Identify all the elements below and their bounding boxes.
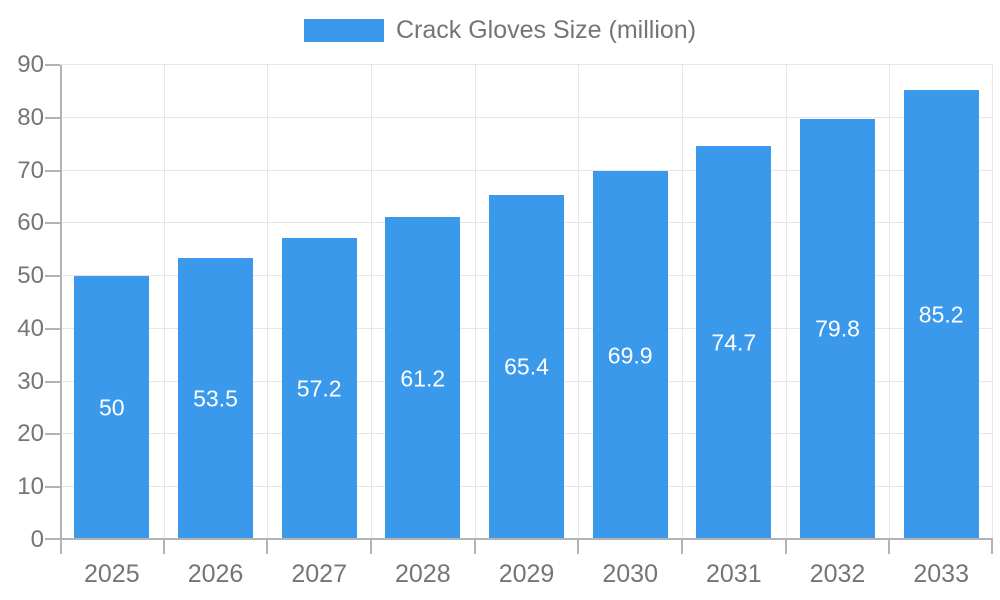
- y-axis-tick: [45, 327, 60, 330]
- gridline-vertical: [163, 65, 165, 540]
- bar: 50: [74, 276, 150, 540]
- gridline-vertical: [785, 65, 787, 540]
- y-axis-tick: [45, 64, 60, 66]
- y-axis-label: 0: [30, 526, 44, 553]
- y-axis-label: 90: [17, 51, 44, 78]
- bar: 57.2: [281, 238, 357, 540]
- plot-area: 0 10 20 30 40 50 60 70 80 90 50 2025 53.5 2026 57.2 202…: [17, 53, 993, 588]
- gridline-vertical: [682, 65, 683, 540]
- x-axis-tick: [162, 540, 165, 554]
- y-axis-line: [60, 65, 62, 540]
- x-axis-tick: [888, 540, 891, 554]
- y-axis-label: 40: [17, 314, 44, 342]
- legend-item[interactable]: Crack Gloves Size (million): [303, 16, 697, 44]
- gridline-horizontal: [60, 169, 993, 171]
- bar-value-label: 53.5: [193, 385, 238, 412]
- y-axis-label: 20: [17, 420, 44, 448]
- x-axis-tick: [266, 540, 269, 554]
- y-axis-tick: [45, 433, 60, 436]
- gridline-horizontal: [60, 64, 993, 65]
- x-axis-label: 2026: [187, 560, 244, 588]
- x-axis-line: [60, 538, 993, 540]
- y-axis-label: 70: [17, 156, 44, 184]
- y-axis-label: 60: [17, 209, 44, 237]
- x-axis-label: 2025: [83, 560, 140, 588]
- bar: 61.2: [385, 217, 461, 540]
- bar: 79.8: [800, 118, 875, 540]
- gridline-vertical: [992, 65, 993, 540]
- legend: Crack Gloves Size (million): [0, 16, 1000, 44]
- y-axis-label: 10: [17, 473, 44, 501]
- y-axis-label: 80: [17, 103, 44, 131]
- gridline-vertical: [889, 65, 891, 540]
- bar-value-label: 69.9: [607, 342, 653, 369]
- x-axis-tick: [60, 540, 62, 554]
- y-axis-tick: [45, 486, 60, 489]
- y-axis-tick: [45, 380, 60, 383]
- x-axis-tick: [473, 540, 476, 554]
- legend-swatch-icon: [303, 18, 384, 42]
- gridline-vertical: [371, 65, 372, 540]
- bar-value-label: 65.4: [504, 353, 549, 380]
- bar: 69.9: [592, 171, 668, 540]
- y-axis-tick: [45, 222, 60, 225]
- x-axis-label: 2031: [705, 560, 762, 588]
- gridline-horizontal: [60, 116, 993, 118]
- y-axis-label: 30: [17, 367, 44, 395]
- y-axis-tick: [45, 275, 60, 278]
- bar: 85.2: [903, 90, 979, 540]
- y-axis-tick: [45, 116, 60, 119]
- x-axis-tick: [784, 540, 787, 554]
- x-axis-tick: [991, 540, 993, 554]
- x-axis-label: 2030: [602, 560, 658, 588]
- x-axis-label: 2032: [809, 560, 866, 588]
- y-axis-tick: [45, 538, 60, 540]
- x-axis-tick: [577, 540, 580, 554]
- bar: 53.5: [178, 257, 253, 540]
- x-axis-tick: [681, 540, 683, 554]
- y-axis-tick: [45, 169, 60, 172]
- bar-value-label: 74.7: [711, 329, 757, 356]
- bar-value-label: 50: [99, 394, 125, 421]
- legend-label: Crack Gloves Size (million): [395, 16, 697, 44]
- bar-value-label: 79.8: [815, 315, 860, 342]
- y-axis-label: 50: [17, 262, 44, 290]
- x-axis-tick: [370, 540, 372, 554]
- gridline-vertical: [474, 65, 476, 540]
- bar-value-label: 57.2: [296, 375, 342, 402]
- gridline-vertical: [578, 65, 580, 540]
- gridline-vertical: [267, 65, 269, 540]
- x-axis-label: 2033: [913, 560, 969, 588]
- x-axis-label: 2027: [291, 560, 347, 588]
- x-axis-label: 2029: [498, 560, 555, 588]
- bar: 74.7: [696, 145, 772, 540]
- bar-value-label: 61.2: [400, 365, 446, 391]
- bar: 65.4: [489, 194, 564, 540]
- x-axis-label: 2028: [394, 560, 451, 588]
- bar-value-label: 85.2: [918, 301, 964, 328]
